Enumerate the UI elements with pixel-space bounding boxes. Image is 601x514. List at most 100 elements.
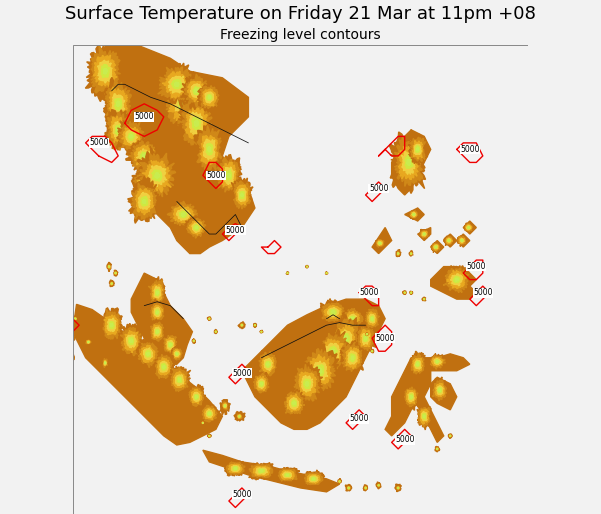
Polygon shape <box>307 266 308 267</box>
Polygon shape <box>148 166 166 187</box>
Text: 5000: 5000 <box>232 490 252 499</box>
Polygon shape <box>141 196 148 206</box>
Polygon shape <box>410 292 412 293</box>
Polygon shape <box>420 230 428 238</box>
Polygon shape <box>450 435 451 436</box>
Polygon shape <box>458 236 466 244</box>
Polygon shape <box>194 122 225 180</box>
Polygon shape <box>240 323 243 326</box>
Polygon shape <box>237 415 241 418</box>
Polygon shape <box>84 338 93 346</box>
Polygon shape <box>72 337 74 340</box>
Polygon shape <box>156 329 159 334</box>
Polygon shape <box>416 148 419 151</box>
Polygon shape <box>322 303 347 322</box>
Polygon shape <box>194 225 200 230</box>
Polygon shape <box>72 338 73 339</box>
Polygon shape <box>178 378 180 381</box>
Polygon shape <box>242 299 385 429</box>
Polygon shape <box>200 403 220 426</box>
Text: 5000: 5000 <box>349 414 369 424</box>
Polygon shape <box>463 221 476 234</box>
Text: 5000: 5000 <box>89 138 108 148</box>
Polygon shape <box>281 471 294 480</box>
Polygon shape <box>104 361 106 365</box>
Polygon shape <box>72 357 73 359</box>
Polygon shape <box>409 394 413 399</box>
Polygon shape <box>145 351 151 357</box>
Polygon shape <box>385 358 431 436</box>
Polygon shape <box>117 101 120 106</box>
Polygon shape <box>366 333 368 336</box>
Polygon shape <box>202 422 204 424</box>
Polygon shape <box>151 170 162 181</box>
Polygon shape <box>378 241 382 245</box>
Polygon shape <box>431 377 457 410</box>
Polygon shape <box>221 399 228 410</box>
Polygon shape <box>365 487 366 488</box>
Polygon shape <box>70 335 75 341</box>
Polygon shape <box>208 146 211 152</box>
Polygon shape <box>101 64 109 78</box>
Polygon shape <box>239 191 244 198</box>
Polygon shape <box>436 447 439 451</box>
Polygon shape <box>397 487 399 489</box>
Polygon shape <box>115 272 117 274</box>
Polygon shape <box>449 435 451 437</box>
Polygon shape <box>203 139 215 160</box>
Polygon shape <box>104 360 106 366</box>
Polygon shape <box>431 243 442 252</box>
Polygon shape <box>365 309 379 328</box>
Polygon shape <box>289 397 299 409</box>
Polygon shape <box>189 388 204 406</box>
Polygon shape <box>457 234 470 247</box>
Polygon shape <box>109 280 114 286</box>
Polygon shape <box>130 339 132 343</box>
Polygon shape <box>305 382 308 386</box>
Polygon shape <box>404 387 418 407</box>
Polygon shape <box>309 355 331 387</box>
Polygon shape <box>130 135 133 138</box>
Polygon shape <box>287 272 288 273</box>
Polygon shape <box>397 252 400 255</box>
Polygon shape <box>224 404 227 408</box>
Polygon shape <box>293 402 295 405</box>
Polygon shape <box>266 361 270 368</box>
Polygon shape <box>138 343 158 368</box>
Polygon shape <box>153 63 199 107</box>
Polygon shape <box>174 82 179 87</box>
Polygon shape <box>337 324 355 354</box>
Polygon shape <box>360 329 371 347</box>
Polygon shape <box>157 67 195 102</box>
Polygon shape <box>193 340 195 342</box>
Polygon shape <box>209 318 210 319</box>
Polygon shape <box>376 240 384 247</box>
Polygon shape <box>203 89 217 106</box>
Polygon shape <box>73 316 78 321</box>
Polygon shape <box>372 228 392 253</box>
Polygon shape <box>378 485 379 486</box>
Polygon shape <box>409 211 419 219</box>
Polygon shape <box>460 238 464 242</box>
Polygon shape <box>459 237 465 244</box>
Polygon shape <box>346 311 359 326</box>
Polygon shape <box>209 435 210 436</box>
Polygon shape <box>404 154 413 169</box>
Text: 5000: 5000 <box>466 262 486 271</box>
Polygon shape <box>326 272 328 274</box>
Polygon shape <box>202 422 204 424</box>
Polygon shape <box>254 324 256 326</box>
Polygon shape <box>234 468 237 469</box>
Polygon shape <box>208 435 210 437</box>
Polygon shape <box>224 167 234 185</box>
Polygon shape <box>302 375 313 392</box>
Polygon shape <box>118 121 144 150</box>
Polygon shape <box>220 400 230 415</box>
Polygon shape <box>192 223 201 232</box>
Polygon shape <box>441 266 471 298</box>
Polygon shape <box>411 292 412 293</box>
Polygon shape <box>322 339 343 364</box>
Polygon shape <box>444 234 457 247</box>
Polygon shape <box>284 392 305 414</box>
Polygon shape <box>136 149 151 163</box>
